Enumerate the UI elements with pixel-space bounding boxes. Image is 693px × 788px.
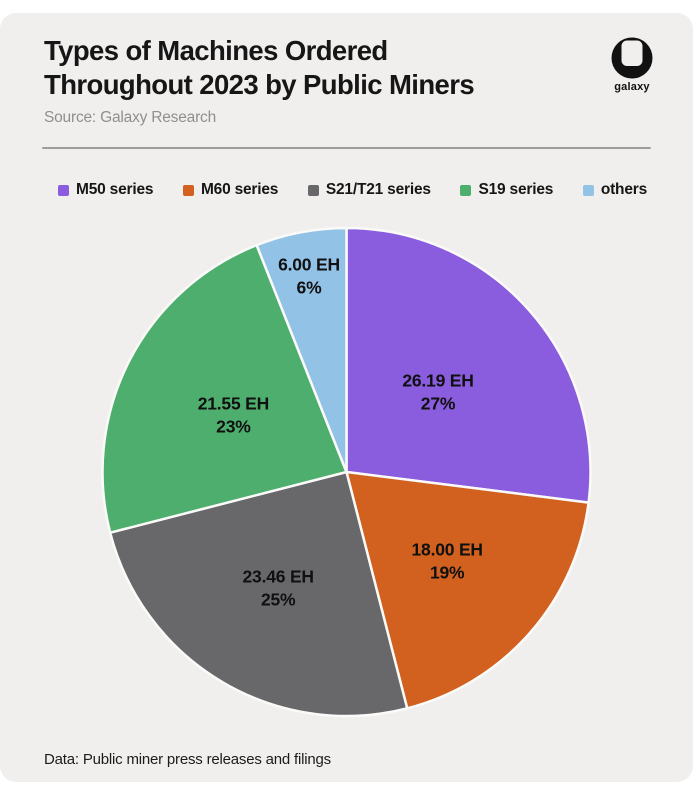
legend-item-label: others <box>600 181 647 198</box>
page-title: Types of Machines Ordered Throughout 202… <box>44 34 584 102</box>
pie-slice-s19-series <box>101 243 348 534</box>
legend: M50 series M60 series S21/T21 series S19… <box>58 179 647 201</box>
pie-chart: 26.19 EH 27% 18.00 EH 19% 23.46 EH 25% 21.55 E… <box>101 226 592 718</box>
data-footnote: Data: Public miner press releases and fi… <box>44 751 331 768</box>
legend-item-m50-series: M50 series <box>58 181 153 199</box>
legend-swatch <box>582 184 594 196</box>
galaxy-logo: galaxy <box>604 37 660 93</box>
legend-item-others: others <box>582 181 647 199</box>
legend-item-label: S19 series <box>478 181 554 198</box>
pie-label-m60-series: 18.00 EH 19% <box>412 540 483 583</box>
pie-label-s21-t21-series: 23.46 EH 25% <box>243 567 314 610</box>
pie-slice-m50-series <box>345 226 592 504</box>
pie-slice-others <box>255 226 348 474</box>
legend-item-s19-series: S19 series <box>460 181 553 199</box>
legend-swatch <box>58 184 69 196</box>
legend-item-m60-series: M60 series <box>182 181 279 199</box>
galaxy-logo-icon <box>611 37 653 79</box>
galaxy-logo-text: galaxy <box>614 81 650 93</box>
source-label: Source: Galaxy Research <box>44 109 217 126</box>
pie-slice-s21-t21-series <box>108 470 409 718</box>
legend-swatch <box>460 184 472 196</box>
legend-item-label: M50 series <box>76 181 154 198</box>
title-line-2: Throughout 2023 by Public Miners <box>44 69 475 100</box>
legend-swatch <box>182 184 194 196</box>
legend-swatch <box>307 184 319 196</box>
pie-label-others: 6.00 EH 6% <box>278 255 340 298</box>
pie-label-m50-series: 26.19 EH 27% <box>402 370 473 413</box>
legend-item-label: S21/T21 series <box>325 181 431 198</box>
pie-label-s19-series: 21.55 EH 23% <box>198 393 269 436</box>
legend-item-label: M60 series <box>200 181 279 198</box>
legend-item-s21-t21-series: S21/T21 series <box>307 181 431 199</box>
pie-slice-m60-series <box>345 470 590 710</box>
divider <box>42 147 651 149</box>
title-line-1: Types of Machines Ordered <box>44 35 388 66</box>
